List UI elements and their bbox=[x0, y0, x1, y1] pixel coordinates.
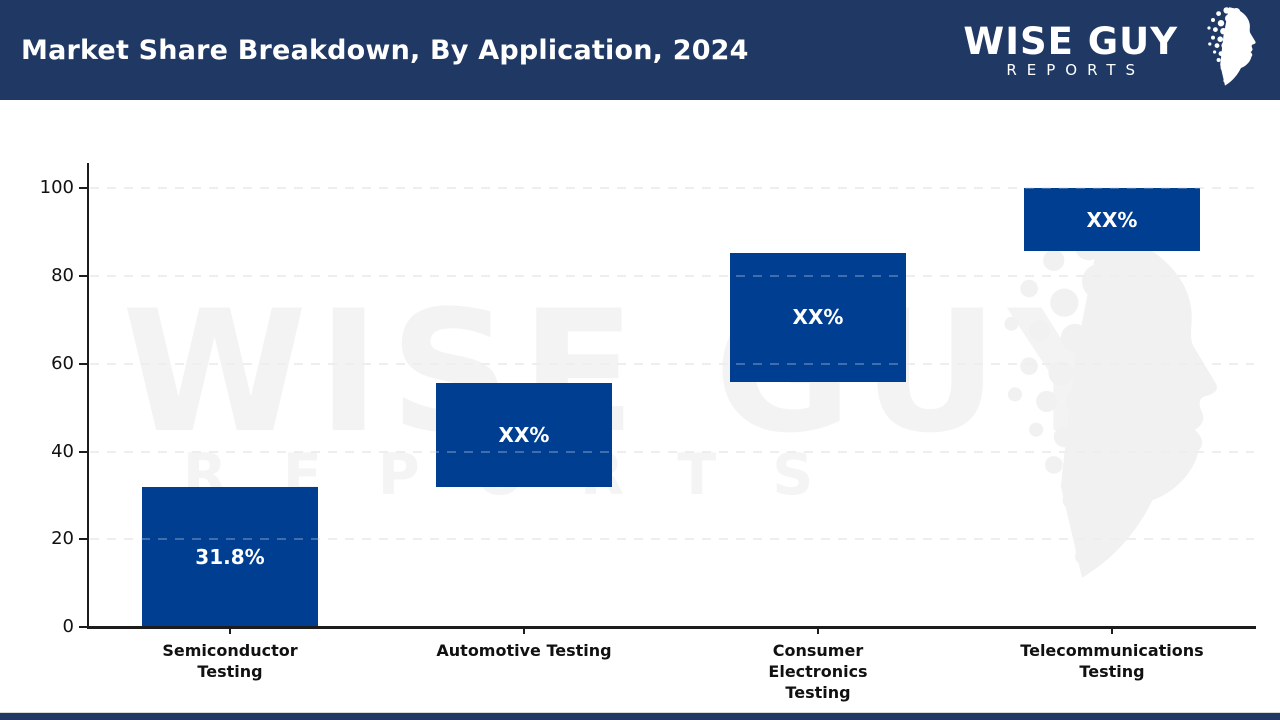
gridline bbox=[90, 450, 1254, 453]
bar-value-label: 31.8% bbox=[195, 545, 265, 570]
y-tick-label: 20 bbox=[51, 528, 74, 550]
y-tick-label: 80 bbox=[51, 265, 74, 287]
y-tick-label: 40 bbox=[51, 440, 74, 462]
bar-automotive-testing: XX% bbox=[436, 383, 612, 488]
logo-subtitle: REPORTS bbox=[1006, 60, 1146, 79]
gridline-overlay bbox=[90, 362, 1254, 365]
wise-guy-logo: WISE GUY REPORTS bbox=[963, 4, 1280, 96]
footer-divider bbox=[0, 712, 1280, 713]
watermark-text: WISE GUY bbox=[122, 274, 1141, 470]
y-tick-label: 60 bbox=[51, 352, 74, 374]
page-title: Market Share Breakdown, By Application, … bbox=[21, 34, 749, 66]
footer-strip bbox=[0, 713, 1280, 720]
y-tick-label: 100 bbox=[39, 177, 74, 199]
x-axis-line bbox=[87, 626, 1256, 629]
x-tick-mark bbox=[817, 627, 819, 634]
gridline bbox=[90, 538, 1254, 541]
x-tick-label: Semiconductor Testing bbox=[162, 641, 298, 682]
y-tick-mark bbox=[79, 538, 87, 541]
x-tick-label: Automotive Testing bbox=[436, 641, 612, 660]
logo-text: WISE GUY REPORTS bbox=[963, 23, 1178, 78]
gridline-overlay bbox=[90, 538, 1254, 541]
y-tick-mark bbox=[79, 626, 87, 628]
gridline-overlay bbox=[90, 187, 1254, 190]
wise-guy-head-icon bbox=[1184, 4, 1266, 96]
gridline bbox=[90, 187, 1254, 190]
x-tick-mark bbox=[523, 627, 525, 634]
bar-value-label: XX% bbox=[792, 305, 844, 330]
logo-name: WISE GUY bbox=[963, 19, 1178, 63]
gridline-overlay bbox=[90, 275, 1254, 278]
x-tick-label: Telecommunications Testing bbox=[1020, 641, 1204, 682]
bar-semiconductor-testing: 31.8% bbox=[142, 487, 318, 627]
x-tick-mark bbox=[1111, 627, 1113, 634]
y-tick-label: 0 bbox=[62, 616, 74, 637]
y-tick-mark bbox=[79, 450, 87, 453]
bar-telecommunications-testing: XX% bbox=[1024, 188, 1200, 252]
y-axis-line bbox=[87, 163, 89, 629]
bar-value-label: XX% bbox=[1086, 207, 1138, 232]
y-tick-mark bbox=[79, 187, 87, 190]
y-tick-mark bbox=[79, 275, 87, 278]
gridline-overlay bbox=[90, 450, 1254, 453]
gridline bbox=[90, 275, 1254, 278]
gridline bbox=[90, 362, 1254, 365]
x-tick-label: Consumer Electronics Testing bbox=[768, 641, 868, 703]
x-tick-mark bbox=[229, 627, 231, 634]
header-bar: Market Share Breakdown, By Application, … bbox=[0, 0, 1280, 100]
bar-value-label: XX% bbox=[498, 423, 550, 448]
bar-consumer-electronics-testing: XX% bbox=[730, 252, 906, 383]
y-tick-mark bbox=[79, 362, 87, 365]
